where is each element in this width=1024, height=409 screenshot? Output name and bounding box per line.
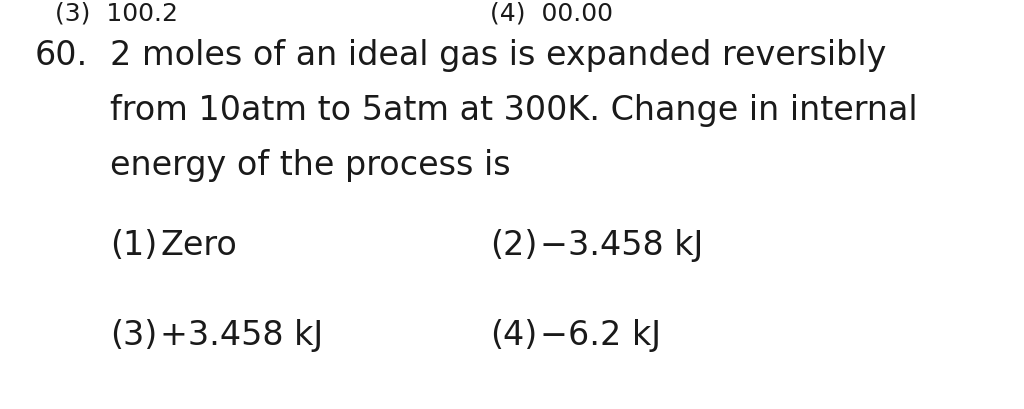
Text: from 10atm to 5atm at 300K. Change in internal: from 10atm to 5atm at 300K. Change in in… (110, 94, 918, 127)
Text: Zero: Zero (160, 229, 237, 262)
Text: (4)  00.00: (4) 00.00 (490, 1, 613, 25)
Text: +3.458 kJ: +3.458 kJ (160, 319, 324, 352)
Text: (3)  100.2: (3) 100.2 (55, 1, 178, 25)
Text: −6.2 kJ: −6.2 kJ (540, 319, 662, 352)
Text: (2): (2) (490, 229, 538, 262)
Text: (1): (1) (110, 229, 158, 262)
Text: 60.: 60. (35, 39, 88, 72)
Text: energy of the process is: energy of the process is (110, 149, 511, 182)
Text: −3.458 kJ: −3.458 kJ (540, 229, 703, 262)
Text: (4): (4) (490, 319, 538, 352)
Text: (3): (3) (110, 319, 158, 352)
Text: 2 moles of an ideal gas is expanded reversibly: 2 moles of an ideal gas is expanded reve… (110, 39, 887, 72)
